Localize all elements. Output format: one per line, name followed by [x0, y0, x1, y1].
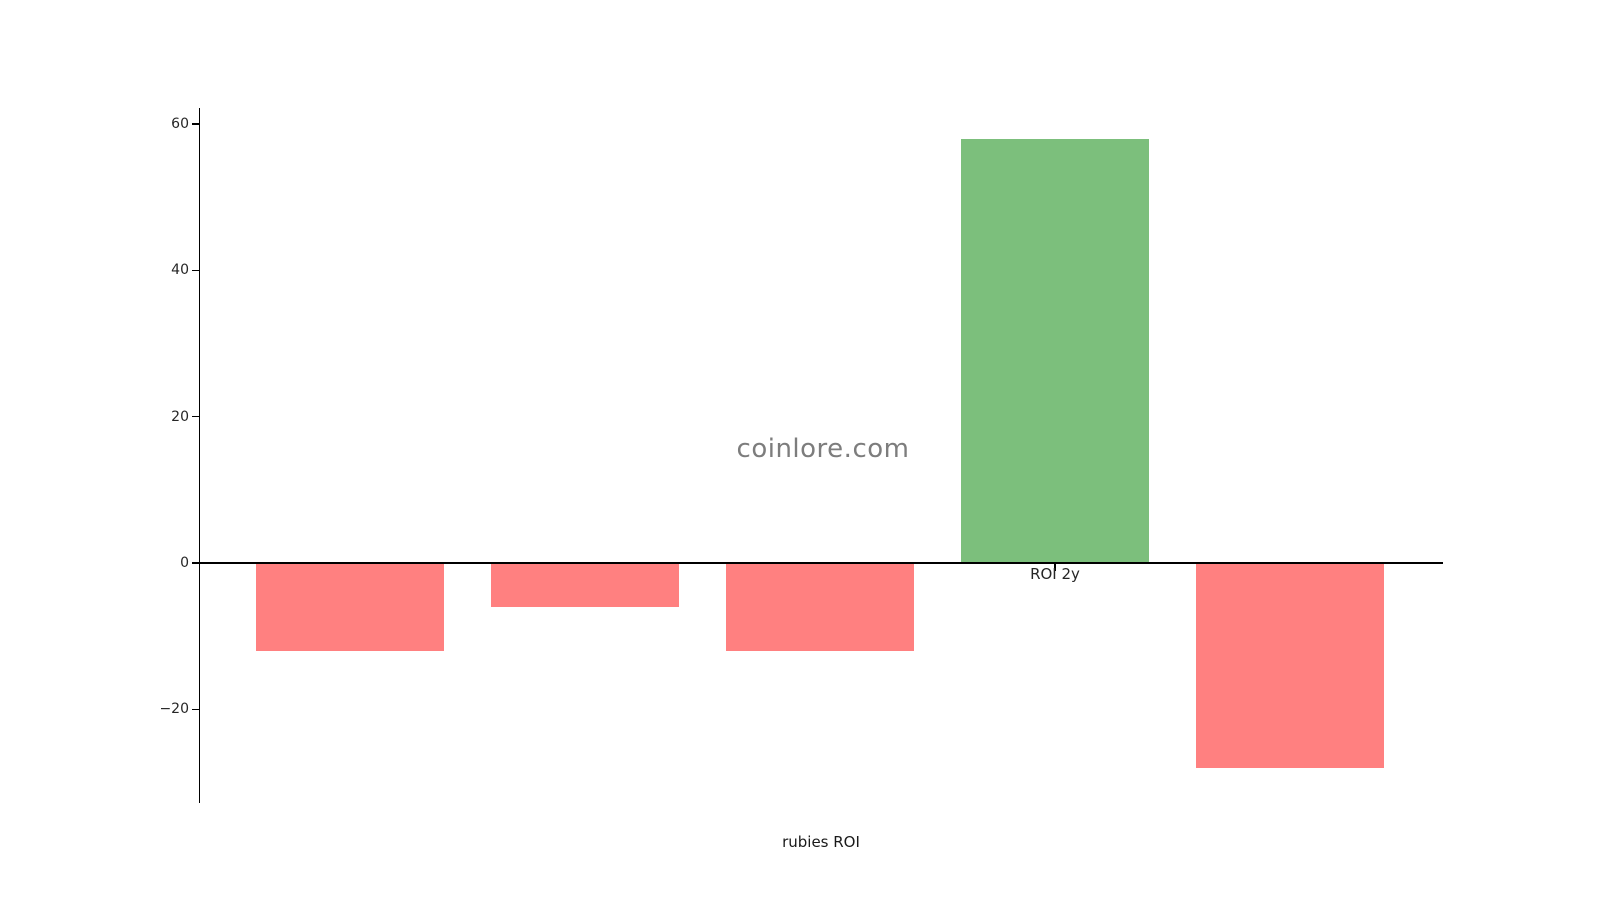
y-tick-label: 0	[180, 555, 189, 571]
bar-2	[491, 563, 679, 607]
y-tick-mark	[191, 123, 199, 125]
x-tick-label: ROI 2y	[1030, 565, 1080, 583]
y-tick-mark	[191, 708, 199, 711]
bar-roi-2y	[961, 138, 1149, 563]
y-tick-mark	[191, 415, 199, 418]
watermark-text: coinlore.com	[736, 434, 910, 464]
y-tick-label: −20	[159, 701, 189, 718]
x-axis-line	[198, 562, 1443, 564]
x-tick-mark	[1054, 563, 1056, 571]
chart-title: rubies ROI	[782, 833, 860, 851]
bar-3	[726, 563, 914, 651]
y-tick-label: 40	[171, 262, 189, 279]
y-tick-label: 20	[171, 408, 189, 425]
bar-5	[1196, 563, 1384, 768]
y-axis-line	[198, 108, 200, 803]
y-tick-mark	[191, 562, 199, 564]
y-tick-mark	[191, 269, 199, 272]
y-tick-label: 60	[171, 115, 189, 132]
bar-1	[256, 563, 444, 651]
